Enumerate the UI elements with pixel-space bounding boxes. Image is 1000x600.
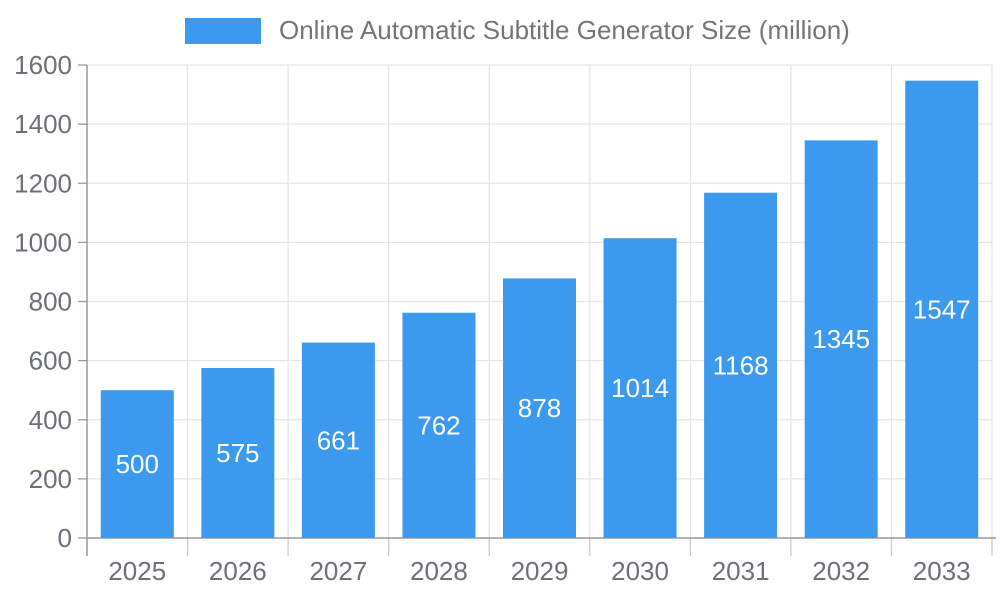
bar-value-label: 1014	[611, 373, 669, 403]
x-axis-tick-label: 2030	[611, 556, 669, 586]
y-axis-tick-label: 1000	[14, 227, 72, 257]
x-axis-tick-label: 2029	[511, 556, 569, 586]
x-axis-tick-label: 2025	[108, 556, 166, 586]
x-axis-tick-label: 2026	[209, 556, 267, 586]
bar-value-label: 500	[116, 449, 159, 479]
x-axis-tick-label: 2033	[913, 556, 971, 586]
y-axis-tick-label: 800	[29, 287, 72, 317]
bar[interactable]	[402, 312, 476, 538]
bar-value-label: 1345	[812, 324, 870, 354]
bar-value-label: 1168	[713, 350, 769, 380]
y-axis-tick-label: 0	[58, 523, 72, 553]
bar-value-label: 762	[417, 410, 460, 440]
bar[interactable]	[804, 140, 878, 538]
y-axis-tick-label: 1400	[14, 109, 72, 139]
chart-legend-item[interactable]: Online Automatic Subtitle Generator Size…	[185, 17, 850, 44]
y-axis-tick-label: 400	[29, 405, 72, 435]
bar[interactable]	[905, 80, 979, 538]
bar-value-label: 661	[317, 425, 360, 455]
bar[interactable]	[704, 192, 778, 538]
bar[interactable]	[301, 342, 375, 538]
bar-value-label: 575	[216, 438, 259, 468]
y-axis-tick-label: 200	[29, 464, 72, 494]
bar[interactable]	[201, 368, 275, 538]
x-axis-tick-label: 2027	[309, 556, 367, 586]
bar[interactable]	[603, 238, 677, 538]
x-axis-tick-label: 2031	[712, 556, 770, 586]
bar-value-label: 1547	[913, 294, 971, 324]
bar[interactable]	[503, 278, 576, 538]
bar-value-label: 878	[518, 393, 561, 423]
y-axis-tick-label: 1600	[14, 50, 72, 80]
x-axis-tick-label: 2032	[812, 556, 870, 586]
legend-swatch	[185, 17, 261, 44]
x-axis-tick-label: 2028	[410, 556, 468, 586]
y-axis-tick-label: 600	[29, 346, 72, 376]
legend-label: Online Automatic Subtitle Generator Size…	[279, 15, 850, 45]
y-axis-tick-label: 1200	[14, 168, 72, 198]
bar[interactable]	[100, 390, 174, 538]
